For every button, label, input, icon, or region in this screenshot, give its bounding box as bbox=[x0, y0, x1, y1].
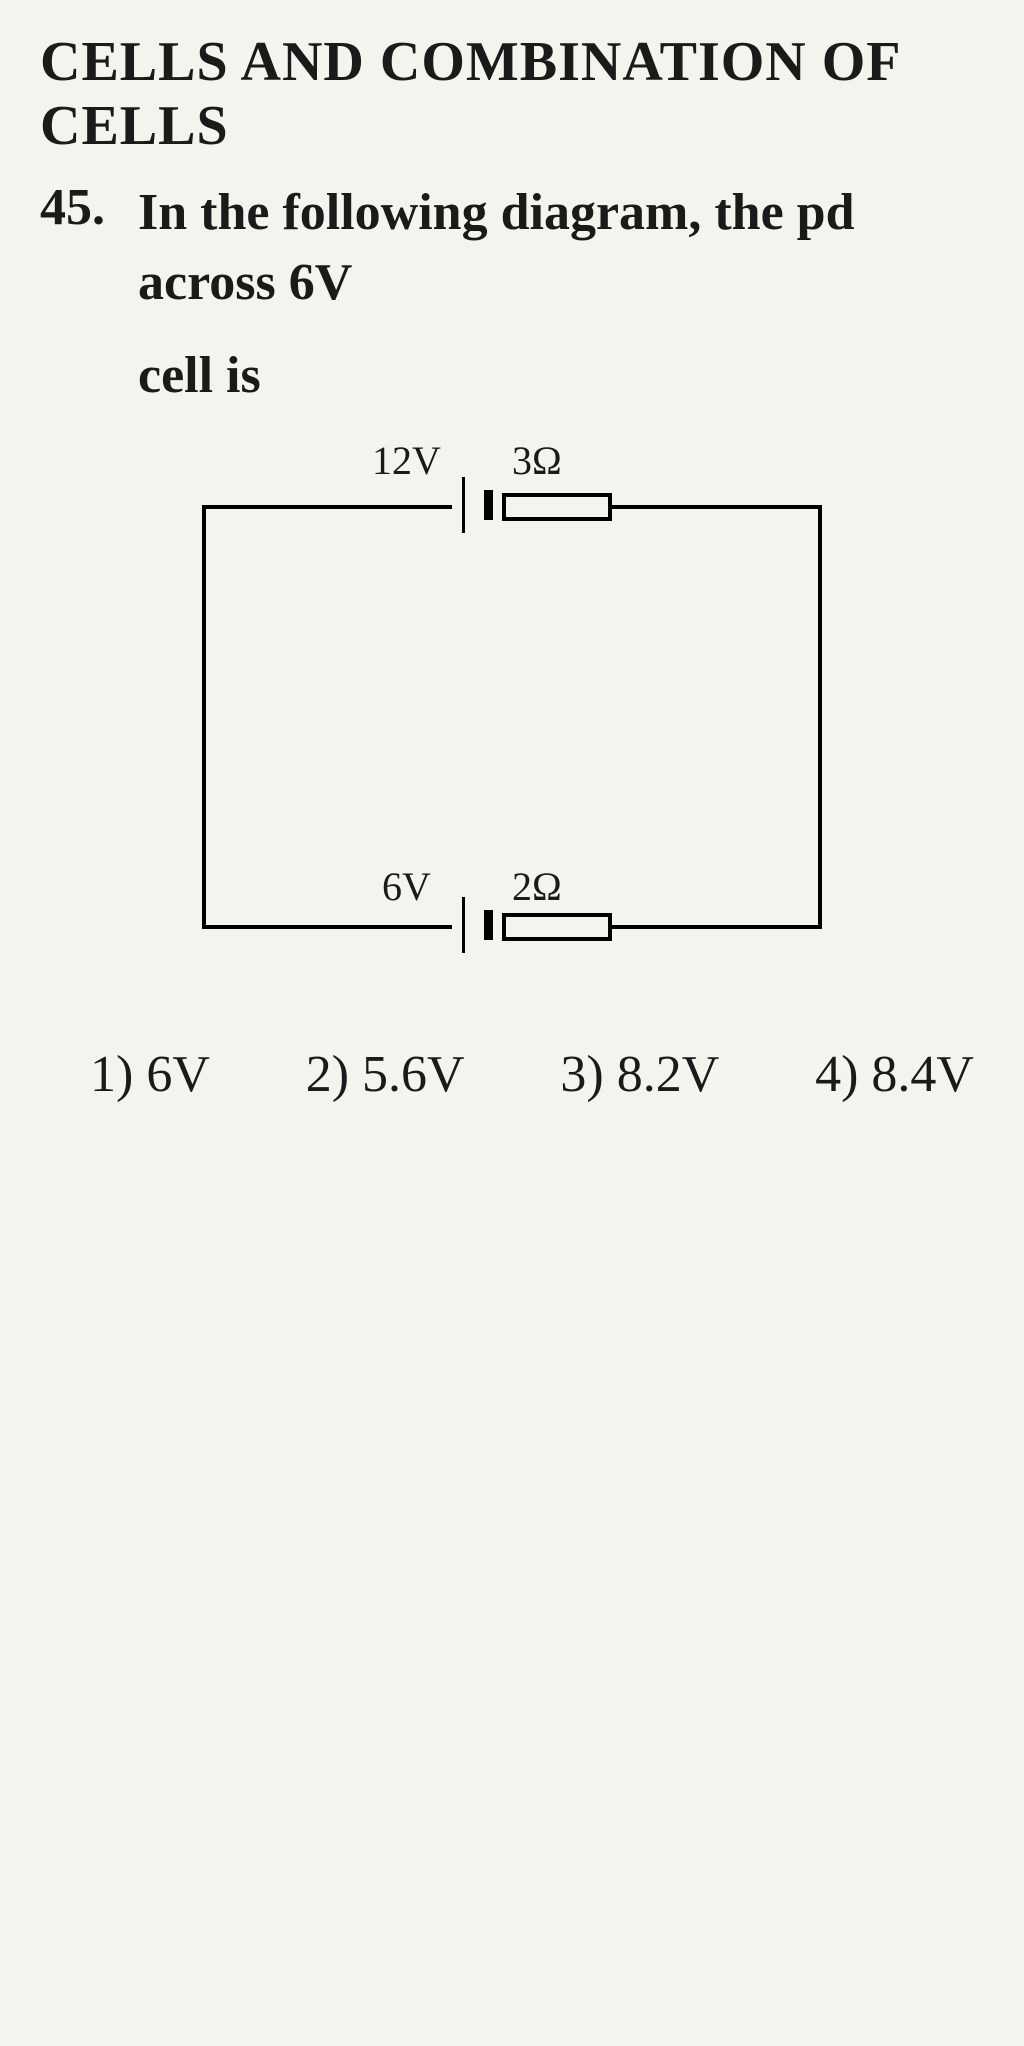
options-row: 1) 6V 2) 5.6V 3) 8.2V 4) 8.4V bbox=[40, 1045, 984, 1104]
wire bbox=[818, 505, 822, 929]
resistor-3ohm-icon bbox=[502, 493, 612, 521]
question-text-line1: In the following diagram, the pd across … bbox=[138, 178, 984, 318]
wire bbox=[202, 925, 452, 929]
option-2: 2) 5.6V bbox=[306, 1045, 465, 1104]
question-number: 45. bbox=[40, 178, 120, 237]
label-2ohm: 2Ω bbox=[512, 863, 562, 910]
option-3: 3) 8.2V bbox=[560, 1045, 719, 1104]
label-6v: 6V bbox=[382, 863, 431, 910]
circuit-diagram: 12V 3Ω 6V 2Ω bbox=[172, 445, 852, 985]
option-1: 1) 6V bbox=[90, 1045, 210, 1104]
label-3ohm: 3Ω bbox=[512, 437, 562, 484]
wire bbox=[202, 505, 452, 509]
section-title: CELLS AND COMBINATION OF CELLS bbox=[40, 30, 984, 158]
question-row: 45. In the following diagram, the pd acr… bbox=[40, 178, 984, 318]
wire bbox=[602, 925, 822, 929]
label-12v: 12V bbox=[372, 437, 441, 484]
wire bbox=[202, 505, 206, 929]
circuit-wrap: 12V 3Ω 6V 2Ω bbox=[40, 445, 984, 985]
question-text-line2: cell is bbox=[138, 346, 984, 405]
resistor-2ohm-icon bbox=[502, 913, 612, 941]
option-4: 4) 8.4V bbox=[815, 1045, 974, 1104]
wire bbox=[602, 505, 822, 509]
